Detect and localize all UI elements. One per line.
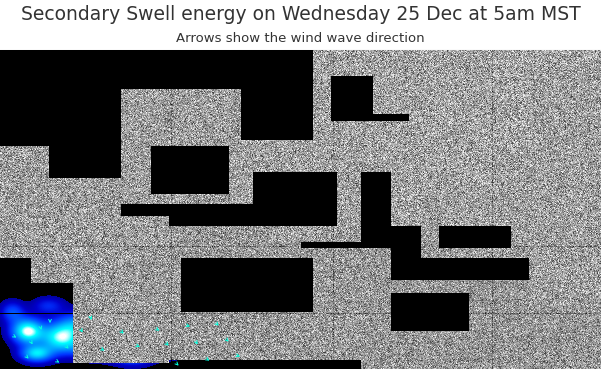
Text: Arrows show the wind wave direction: Arrows show the wind wave direction [176, 32, 425, 45]
Text: Secondary Swell energy on Wednesday 25 Dec at 5am MST: Secondary Swell energy on Wednesday 25 D… [20, 6, 581, 24]
